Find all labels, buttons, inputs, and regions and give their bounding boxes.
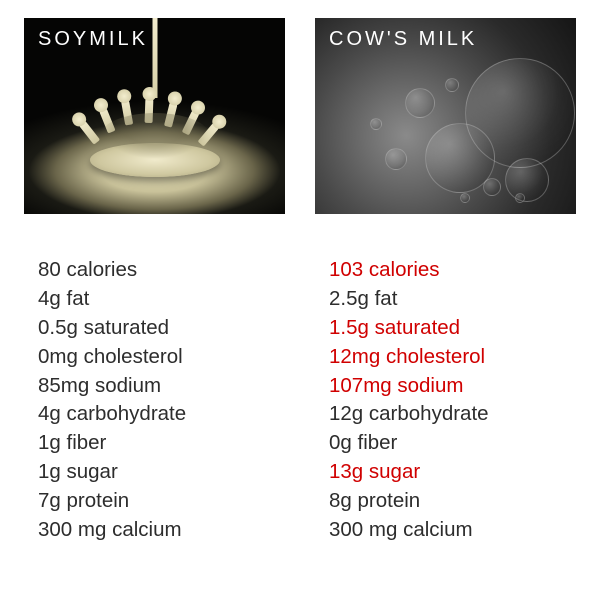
cowmilk-title: COW'S MILK [329, 28, 477, 51]
left-column: SOYMILK 80 calories4g fat0.5g saturated0… [24, 18, 285, 545]
cowmilk-nutrition-line: 13g sugar [329, 458, 576, 487]
cowmilk-nutrition-list: 103 calories2.5g fat1.5g saturated12mg c… [315, 256, 576, 545]
soymilk-nutrition-line: 300 mg calcium [38, 516, 285, 545]
soymilk-nutrition-line: 85mg sodium [38, 372, 285, 401]
soymilk-nutrition-list: 80 calories4g fat0.5g saturated0mg chole… [24, 256, 285, 545]
cowmilk-nutrition-line: 0g fiber [329, 429, 576, 458]
cowmilk-nutrition-line: 12mg cholesterol [329, 343, 576, 372]
cowmilk-nutrition-line: 300 mg calcium [329, 516, 576, 545]
cowmilk-image: COW'S MILK [315, 18, 576, 214]
cowmilk-nutrition-line: 12g carbohydrate [329, 400, 576, 429]
cowmilk-nutrition-line: 103 calories [329, 256, 576, 285]
soymilk-nutrition-line: 1g sugar [38, 458, 285, 487]
soymilk-nutrition-line: 0.5g saturated [38, 314, 285, 343]
soymilk-nutrition-line: 1g fiber [38, 429, 285, 458]
right-column: COW'S MILK 103 calories2.5g fat1.5g satu… [315, 18, 576, 545]
cowmilk-nutrition-line: 107mg sodium [329, 372, 576, 401]
cowmilk-nutrition-line: 2.5g fat [329, 285, 576, 314]
cowmilk-nutrition-line: 8g protein [329, 487, 576, 516]
soymilk-image: SOYMILK [24, 18, 285, 214]
soymilk-nutrition-line: 4g carbohydrate [38, 400, 285, 429]
soymilk-nutrition-line: 80 calories [38, 256, 285, 285]
soymilk-nutrition-line: 4g fat [38, 285, 285, 314]
soymilk-nutrition-line: 7g protein [38, 487, 285, 516]
comparison-wrap: SOYMILK 80 calories4g fat0.5g saturated0… [0, 0, 600, 545]
soymilk-nutrition-line: 0mg cholesterol [38, 343, 285, 372]
soymilk-title: SOYMILK [38, 28, 148, 51]
cowmilk-nutrition-line: 1.5g saturated [329, 314, 576, 343]
